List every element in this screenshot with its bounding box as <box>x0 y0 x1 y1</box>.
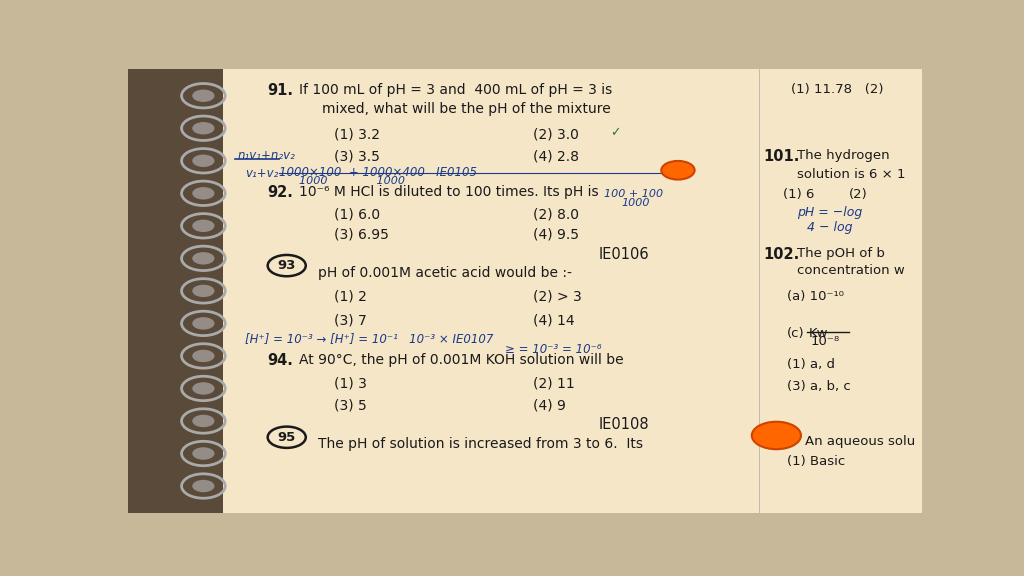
Ellipse shape <box>193 122 214 134</box>
Text: 101.: 101. <box>763 149 800 164</box>
Text: ≥ = 10⁻³ = 10⁻⁶: ≥ = 10⁻³ = 10⁻⁶ <box>505 343 601 356</box>
Text: (1) a, d: (1) a, d <box>786 358 835 372</box>
Text: An aqueous solu: An aqueous solu <box>805 435 915 449</box>
Text: 102.: 102. <box>763 247 799 262</box>
Text: (2) 11: (2) 11 <box>532 376 574 390</box>
Text: (4) 14: (4) 14 <box>532 313 574 327</box>
Ellipse shape <box>193 382 214 395</box>
Ellipse shape <box>193 252 214 264</box>
Text: 10⁻⁶ M HCl is diluted to 100 times. Its pH is: 10⁻⁶ M HCl is diluted to 100 times. Its … <box>299 185 598 199</box>
Text: (1) 2: (1) 2 <box>334 290 368 304</box>
Text: (1) 6.0: (1) 6.0 <box>334 207 381 222</box>
Text: pH = −log: pH = −log <box>797 206 862 219</box>
Text: The hydrogen: The hydrogen <box>797 149 890 162</box>
Text: ✓: ✓ <box>609 126 621 139</box>
Text: 91.: 91. <box>267 84 293 98</box>
Ellipse shape <box>193 89 214 102</box>
Ellipse shape <box>193 350 214 362</box>
Text: pH of 0.001M acetic acid would be :-: pH of 0.001M acetic acid would be :- <box>318 266 572 279</box>
Text: (2) > 3: (2) > 3 <box>532 290 582 304</box>
Text: (3) a, b, c: (3) a, b, c <box>786 381 851 393</box>
Circle shape <box>662 161 694 180</box>
Ellipse shape <box>193 285 214 297</box>
Text: (3) 3.5: (3) 3.5 <box>334 150 380 164</box>
Text: IE0106: IE0106 <box>599 247 649 262</box>
Text: (4) 9: (4) 9 <box>532 398 565 412</box>
Text: 1000×100  + 1000×400   IE0105: 1000×100 + 1000×400 IE0105 <box>279 166 477 179</box>
Text: 100 + 100: 100 + 100 <box>604 189 664 199</box>
Text: 93: 93 <box>278 259 296 272</box>
Text: (2) 8.0: (2) 8.0 <box>532 207 579 222</box>
Text: (c): (c) <box>786 327 804 340</box>
Text: [H⁺] = 10⁻³ → [H⁺] = 10⁻¹   10⁻³ × IE0107: [H⁺] = 10⁻³ → [H⁺] = 10⁻¹ 10⁻³ × IE0107 <box>246 332 494 344</box>
Text: 92.: 92. <box>267 185 293 200</box>
Text: 95: 95 <box>278 431 296 444</box>
Text: (3) 7: (3) 7 <box>334 313 367 327</box>
Bar <box>223 69 922 513</box>
Text: At 90°C, the pH of 0.001M KOH solution will be: At 90°C, the pH of 0.001M KOH solution w… <box>299 353 624 367</box>
Text: n₁v₁+n₂v₂: n₁v₁+n₂v₂ <box>238 149 295 162</box>
Ellipse shape <box>193 219 214 232</box>
Text: (1) 3: (1) 3 <box>334 376 368 390</box>
Text: If 100 mL of pH = 3 and  400 mL of pH = 3 is: If 100 mL of pH = 3 and 400 mL of pH = 3… <box>299 84 612 97</box>
Bar <box>128 69 223 513</box>
Text: (2) 3.0: (2) 3.0 <box>532 128 579 142</box>
Text: Kw: Kw <box>809 327 828 340</box>
Text: 3: 3 <box>674 164 683 177</box>
Text: 10⁻⁸: 10⁻⁸ <box>811 335 840 348</box>
Text: The pOH of b: The pOH of b <box>797 247 885 260</box>
Text: (3) 6.95: (3) 6.95 <box>334 228 389 241</box>
Text: concentration w: concentration w <box>797 264 905 277</box>
Ellipse shape <box>193 480 214 492</box>
Text: (2): (2) <box>849 188 867 200</box>
Text: (1) Basic: (1) Basic <box>786 455 845 468</box>
Ellipse shape <box>193 187 214 199</box>
Text: (1) 6: (1) 6 <box>782 188 814 200</box>
Text: solution is 6 × 1: solution is 6 × 1 <box>797 168 905 181</box>
Text: (3) 5: (3) 5 <box>334 398 367 412</box>
Ellipse shape <box>193 415 214 427</box>
Circle shape <box>752 422 801 449</box>
Text: 94.: 94. <box>267 353 293 368</box>
Ellipse shape <box>193 448 214 460</box>
Ellipse shape <box>193 154 214 167</box>
Text: IE0108: IE0108 <box>599 417 649 432</box>
Text: (1) 3.2: (1) 3.2 <box>334 128 380 142</box>
Text: 1000: 1000 <box>622 198 650 208</box>
Text: 4 − log: 4 − log <box>807 221 852 234</box>
Text: (4) 2.8: (4) 2.8 <box>532 150 579 164</box>
Text: (a) 10⁻¹⁰: (a) 10⁻¹⁰ <box>786 290 844 303</box>
Text: 103: 103 <box>766 430 787 441</box>
Text: (1) 11.78   (2): (1) 11.78 (2) <box>791 84 883 96</box>
Text: v₁+v₂: v₁+v₂ <box>246 166 279 180</box>
Text: mixed, what will be the pH of the mixture: mixed, what will be the pH of the mixtur… <box>323 103 611 116</box>
Text: 1000              1000: 1000 1000 <box>299 176 404 187</box>
Text: (4) 9.5: (4) 9.5 <box>532 228 579 241</box>
Text: The pH of solution is increased from 3 to 6.  Its: The pH of solution is increased from 3 t… <box>318 437 643 451</box>
Ellipse shape <box>193 317 214 329</box>
